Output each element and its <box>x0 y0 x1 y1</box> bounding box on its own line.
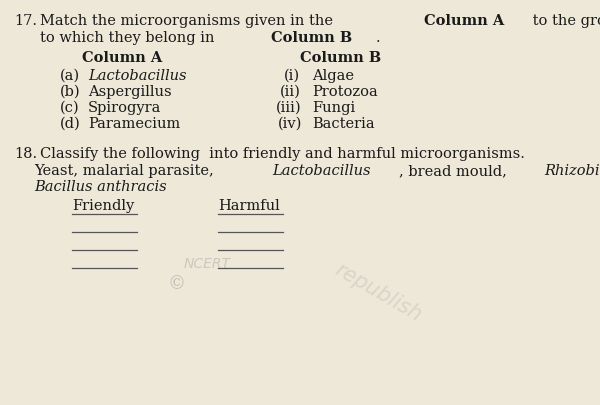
Text: (iii): (iii) <box>276 101 302 115</box>
Text: Lactobacillus: Lactobacillus <box>88 69 187 83</box>
Text: (b): (b) <box>60 85 80 99</box>
Text: Column B: Column B <box>300 51 381 65</box>
Text: Algae: Algae <box>312 69 354 83</box>
Text: Fungi: Fungi <box>312 101 355 115</box>
Text: 17.: 17. <box>14 14 37 28</box>
Text: Spirogyra: Spirogyra <box>88 101 161 115</box>
Text: (c): (c) <box>60 101 80 115</box>
Text: to the group: to the group <box>527 14 600 28</box>
Text: republish: republish <box>331 259 425 324</box>
Text: 18.: 18. <box>14 147 37 161</box>
Text: (i): (i) <box>284 69 300 83</box>
Text: Harmful: Harmful <box>218 198 280 213</box>
Text: Friendly: Friendly <box>72 198 134 213</box>
Text: Bacillus anthracis: Bacillus anthracis <box>34 179 167 194</box>
Text: Rhizobium: Rhizobium <box>544 164 600 177</box>
Text: Yeast, malarial parasite,: Yeast, malarial parasite, <box>34 164 218 177</box>
Text: Column A: Column A <box>424 14 504 28</box>
Text: .: . <box>376 31 380 45</box>
Text: Match the microorganisms given in the: Match the microorganisms given in the <box>40 14 338 28</box>
Text: Aspergillus: Aspergillus <box>88 85 172 99</box>
Text: (ii): (ii) <box>280 85 301 99</box>
Text: (iv): (iv) <box>278 117 302 131</box>
Text: , bread mould,: , bread mould, <box>399 164 511 177</box>
Text: NCERT: NCERT <box>184 256 230 270</box>
Text: (a): (a) <box>60 69 80 83</box>
Text: ©: © <box>168 275 186 292</box>
Text: (d): (d) <box>60 117 81 131</box>
Text: Column A: Column A <box>82 51 162 65</box>
Text: to which they belong in: to which they belong in <box>40 31 219 45</box>
Text: Classify the following  into friendly and harmful microorganisms.: Classify the following into friendly and… <box>40 147 525 161</box>
Text: Lactobacillus: Lactobacillus <box>272 164 370 177</box>
Text: Bacteria: Bacteria <box>312 117 374 131</box>
Text: Column B: Column B <box>271 31 352 45</box>
Text: Protozoa: Protozoa <box>312 85 378 99</box>
Text: Paramecium: Paramecium <box>88 117 180 131</box>
